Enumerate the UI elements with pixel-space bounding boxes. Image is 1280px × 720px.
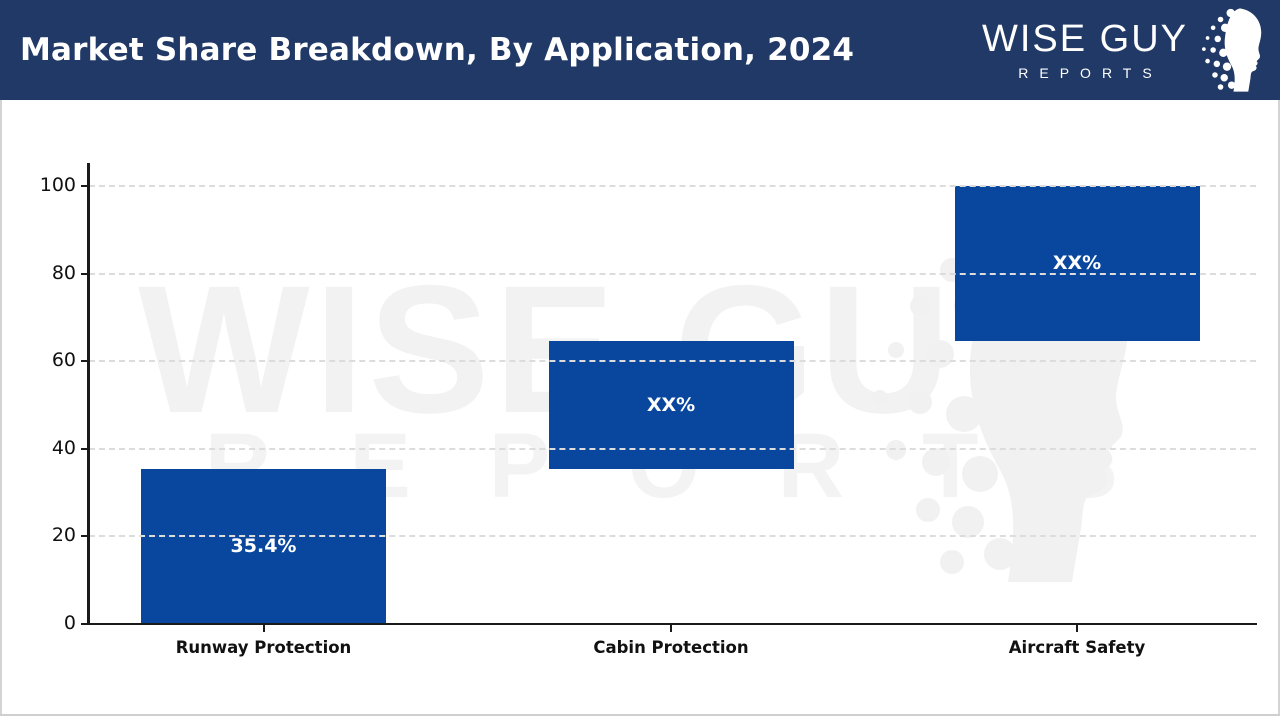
frame-left-border (0, 100, 2, 716)
y-tick-label: 60 (51, 349, 76, 372)
logo-wordmark: WISE GUY (981, 17, 1188, 60)
y-tick-label: 40 (51, 436, 76, 459)
gridline (89, 535, 1256, 538)
bar-segment: 35.4% (141, 468, 386, 624)
chart-title: Market Share Breakdown, By Application, … (20, 32, 855, 68)
y-tick-label: 20 (51, 524, 76, 547)
gridline (89, 447, 1256, 450)
logo-text: WISE GUY REPORTS (982, 20, 1188, 81)
y-tick-label: 80 (51, 261, 76, 284)
wiseguy-logo: WISE GUY REPORTS (982, 7, 1264, 93)
header: Market Share Breakdown, By Application, … (0, 0, 1280, 100)
gridline (89, 185, 1256, 187)
frame-bottom-border (0, 714, 1280, 716)
category-label: Aircraft Safety (1008, 638, 1146, 657)
bar-value-label: XX% (1052, 252, 1102, 275)
x-tick (1076, 624, 1078, 632)
category-label: Cabin Protection (593, 638, 749, 657)
gridline (89, 272, 1256, 275)
x-tick (262, 624, 265, 632)
y-tick-label: 100 (39, 174, 76, 196)
y-tick (81, 272, 88, 275)
gridline (89, 360, 1256, 363)
y-tick (81, 185, 88, 187)
logo-head-icon (1202, 8, 1262, 92)
y-tick (81, 447, 88, 450)
y-tick-label: 0 (63, 612, 76, 634)
y-axis-line (87, 163, 90, 625)
y-tick (81, 360, 88, 363)
bar-value-label: XX% (646, 393, 696, 416)
y-tick (81, 623, 88, 625)
bar-segment: XX% (954, 186, 1200, 341)
frame-right-border (1278, 100, 1280, 716)
bar-value-label: 35.4% (230, 535, 297, 558)
logo-subtext: REPORTS (1018, 64, 1163, 81)
category-label: Runway Protection (175, 638, 352, 657)
x-tick (670, 624, 672, 632)
y-tick (81, 535, 88, 538)
x-axis-line (87, 622, 1257, 625)
